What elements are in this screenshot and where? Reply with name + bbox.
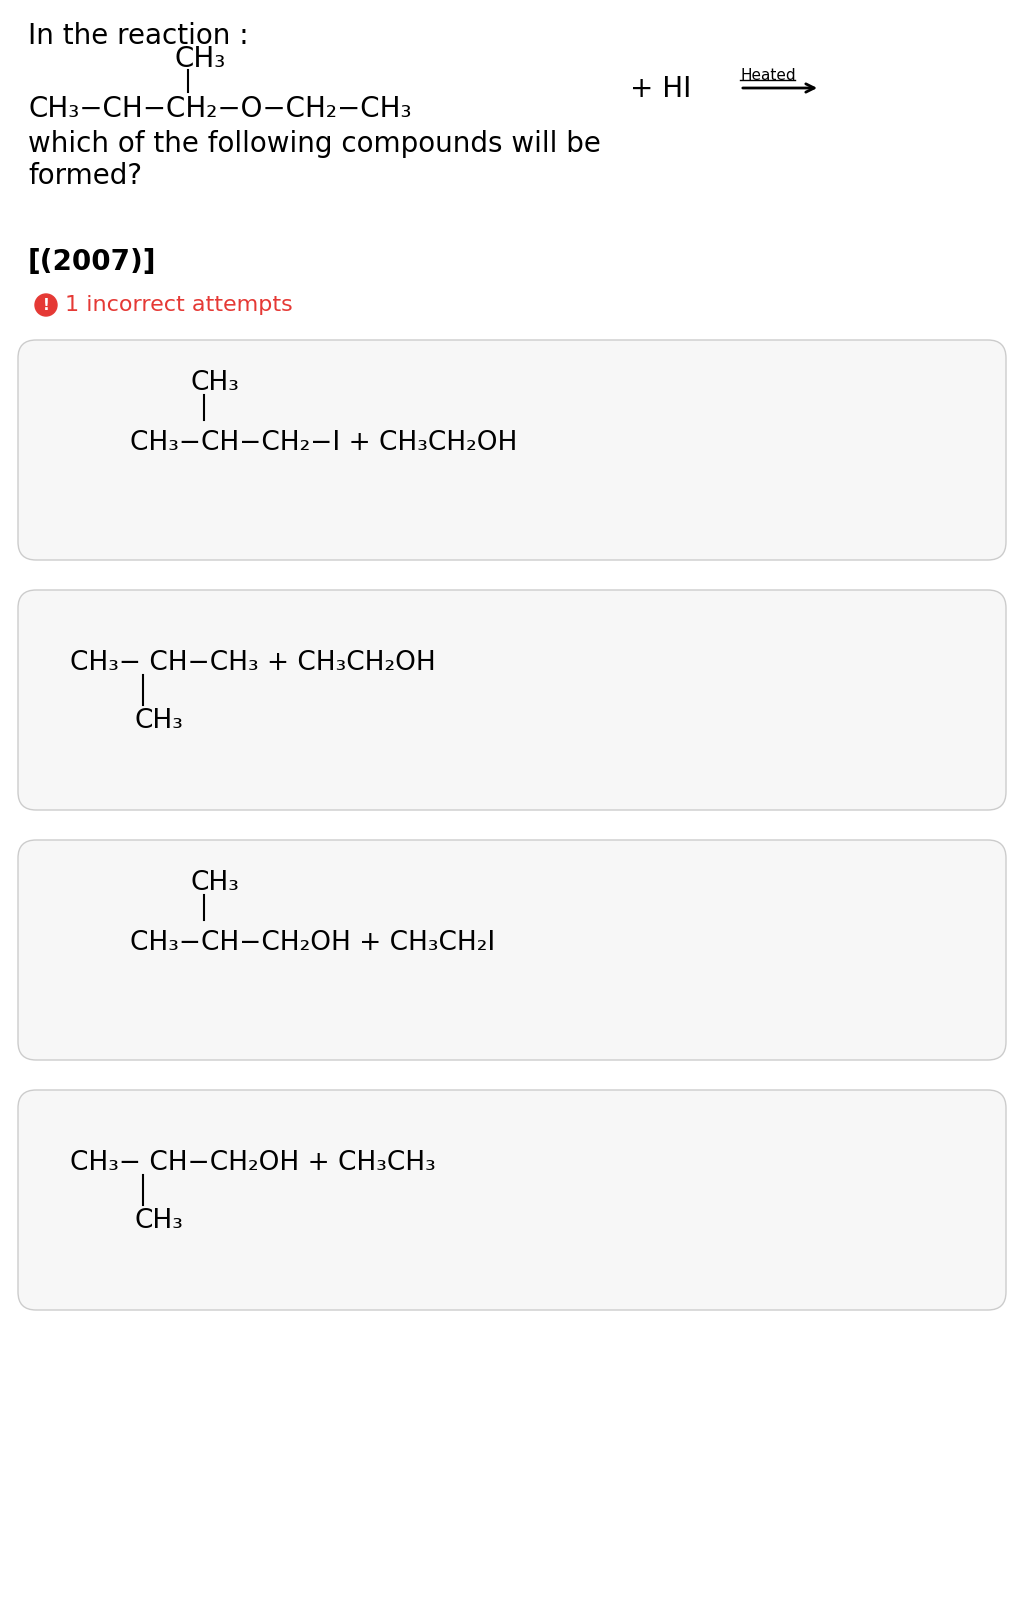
Text: Heated: Heated xyxy=(740,67,796,83)
Text: CH₃− CH−CH₃ + CH₃CH₂OH: CH₃− CH−CH₃ + CH₃CH₂OH xyxy=(70,650,436,675)
Text: which of the following compounds will be
formed?: which of the following compounds will be… xyxy=(28,130,601,190)
Text: CH₃: CH₃ xyxy=(135,707,184,734)
Text: + HI: + HI xyxy=(630,75,691,102)
Text: CH₃−CH−CH₂−O−CH₂−CH₃: CH₃−CH−CH₂−O−CH₂−CH₃ xyxy=(28,94,412,123)
FancyBboxPatch shape xyxy=(18,840,1006,1059)
Text: CH₃−CH−CH₂−I + CH₃CH₂OH: CH₃−CH−CH₂−I + CH₃CH₂OH xyxy=(130,430,517,456)
Text: CH₃: CH₃ xyxy=(135,1208,184,1234)
Text: CH₃− CH−CH₂OH + CH₃CH₃: CH₃− CH−CH₂OH + CH₃CH₃ xyxy=(70,1150,436,1176)
Text: CH₃−CH−CH₂OH + CH₃CH₂I: CH₃−CH−CH₂OH + CH₃CH₂I xyxy=(130,930,496,955)
FancyBboxPatch shape xyxy=(18,590,1006,810)
FancyBboxPatch shape xyxy=(18,341,1006,560)
Circle shape xyxy=(35,294,57,317)
Text: 1 incorrect attempts: 1 incorrect attempts xyxy=(65,294,293,315)
Text: [(2007)]: [(2007)] xyxy=(28,248,157,275)
Text: CH₃: CH₃ xyxy=(190,370,239,395)
Text: CH₃: CH₃ xyxy=(175,45,226,74)
Text: CH₃: CH₃ xyxy=(190,870,239,896)
FancyBboxPatch shape xyxy=(18,1090,1006,1310)
Text: In the reaction :: In the reaction : xyxy=(28,22,249,50)
Text: !: ! xyxy=(43,298,49,312)
